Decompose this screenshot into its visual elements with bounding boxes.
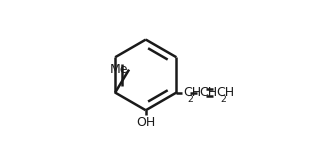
Text: 2: 2 [187,95,193,104]
Text: 2: 2 [220,95,226,104]
Text: Me: Me [109,63,128,76]
Text: CH: CH [216,86,234,99]
Text: CH: CH [183,86,201,99]
Text: CH: CH [199,86,217,99]
Text: OH: OH [136,116,155,129]
